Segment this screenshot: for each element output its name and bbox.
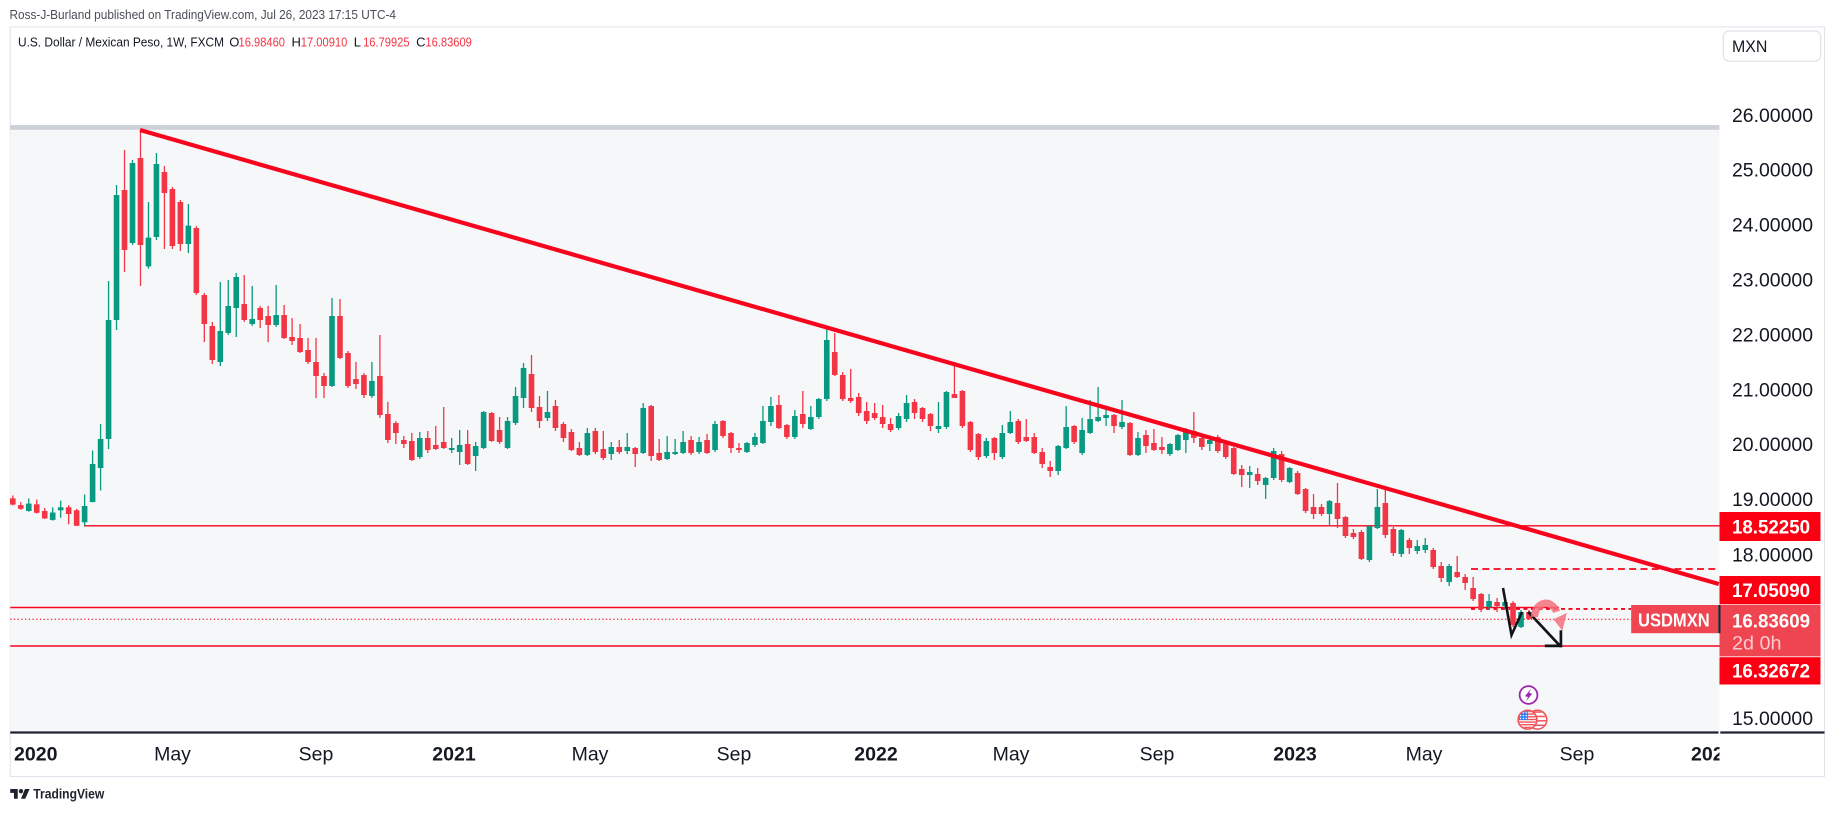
- svg-text:Sep: Sep: [1140, 743, 1175, 765]
- svg-text:16.83609: 16.83609: [425, 35, 472, 50]
- svg-text:2022: 2022: [854, 743, 898, 765]
- svg-text:Sep: Sep: [717, 743, 752, 765]
- svg-text:16.79925: 16.79925: [363, 35, 410, 50]
- svg-text:23.00000: 23.00000: [1732, 270, 1813, 292]
- svg-text:24.00000: 24.00000: [1732, 215, 1813, 237]
- svg-text:O: O: [229, 35, 239, 50]
- svg-text:17.00910: 17.00910: [301, 35, 348, 50]
- svg-text:2020: 2020: [14, 743, 58, 765]
- svg-text:May: May: [1406, 743, 1443, 765]
- svg-text:H: H: [292, 35, 301, 50]
- svg-text:26.00000: 26.00000: [1732, 105, 1813, 127]
- svg-text:16.32672: 16.32672: [1732, 661, 1810, 683]
- svg-text:17.05090: 17.05090: [1732, 580, 1810, 602]
- svg-text:2024: 2024: [1691, 743, 1735, 765]
- svg-text:May: May: [572, 743, 609, 765]
- svg-text:18.00000: 18.00000: [1732, 545, 1813, 567]
- svg-text:2021: 2021: [432, 743, 476, 765]
- svg-text:L: L: [354, 35, 361, 50]
- svg-text:U.S. Dollar / Mexican Peso, 1W: U.S. Dollar / Mexican Peso, 1W, FXCM: [18, 35, 224, 50]
- svg-text:2d 0h: 2d 0h: [1732, 634, 1782, 655]
- svg-text:TradingView: TradingView: [33, 787, 104, 802]
- svg-text:18.52250: 18.52250: [1732, 517, 1810, 539]
- svg-text:USDMXN: USDMXN: [1638, 610, 1710, 630]
- svg-text:25.00000: 25.00000: [1732, 160, 1813, 182]
- svg-text:May: May: [154, 743, 191, 765]
- svg-text:16.83609: 16.83609: [1732, 610, 1810, 632]
- svg-text:21.00000: 21.00000: [1732, 379, 1813, 401]
- svg-text:15.00000: 15.00000: [1732, 708, 1813, 730]
- svg-text:C: C: [416, 35, 425, 50]
- svg-text:MXN: MXN: [1732, 38, 1767, 56]
- svg-text:May: May: [993, 743, 1030, 765]
- svg-text:20.00000: 20.00000: [1732, 434, 1813, 456]
- svg-text:Sep: Sep: [1560, 743, 1595, 765]
- svg-text:Ross-J-Burland published on Tr: Ross-J-Burland published on TradingView.…: [10, 7, 397, 22]
- svg-text:22.00000: 22.00000: [1732, 324, 1813, 346]
- svg-text:Sep: Sep: [299, 743, 334, 765]
- svg-text:19.00000: 19.00000: [1732, 489, 1813, 511]
- svg-text:2023: 2023: [1273, 743, 1317, 765]
- svg-text:16.98460: 16.98460: [239, 35, 286, 50]
